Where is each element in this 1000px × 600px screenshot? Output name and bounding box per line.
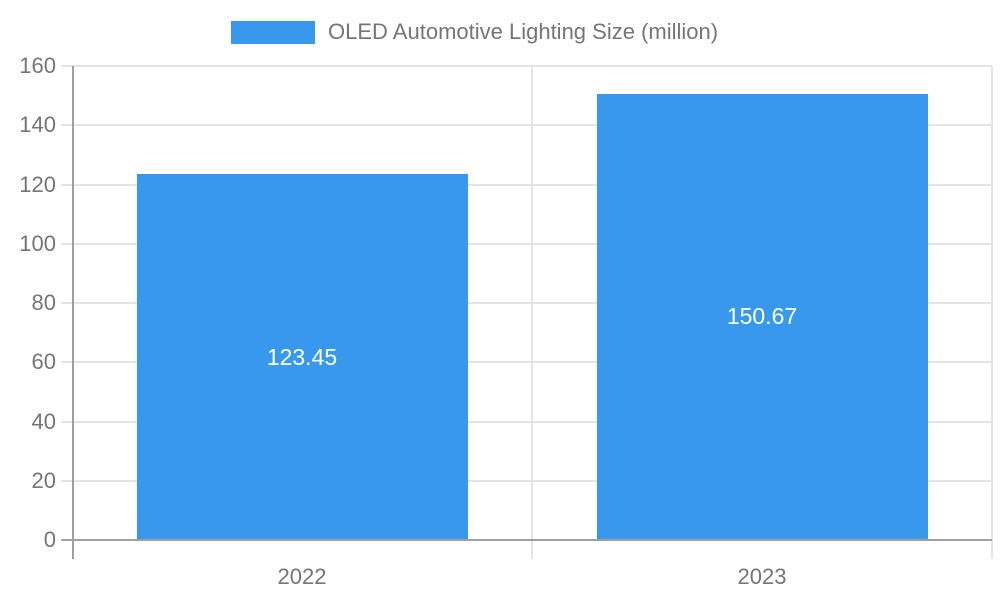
y-tick: [61, 183, 72, 186]
y-axis-label: 120: [19, 171, 56, 197]
y-tick: [61, 361, 72, 364]
x-axis-label: 2022: [277, 564, 327, 589]
y-axis-label: 80: [31, 290, 56, 315]
bar-2022[interactable]: 123.45: [136, 174, 468, 540]
bar-2023[interactable]: 150.67: [596, 93, 928, 540]
x-axis-line: [61, 539, 992, 541]
y-axis-label: 40: [31, 408, 56, 434]
y-tick: [61, 242, 72, 245]
legend-label: OLED Automotive Lighting Size (million): [328, 19, 719, 44]
legend[interactable]: OLED Automotive Lighting Size (million): [231, 18, 718, 46]
y-axis-label: 140: [19, 112, 56, 138]
y-axis-line: [72, 66, 74, 559]
x-axis-label: 2023: [737, 564, 787, 589]
bar-value-label: 150.67: [726, 303, 798, 330]
gridline-v: [531, 66, 533, 559]
gridline-v: [991, 66, 993, 559]
legend-swatch: [231, 20, 315, 44]
y-axis-label: 160: [19, 53, 56, 78]
y-axis-label: 0: [43, 527, 56, 552]
y-axis-label: 20: [31, 467, 56, 493]
y-tick: [61, 302, 72, 304]
y-axis-label: 60: [31, 349, 56, 375]
y-tick: [61, 65, 72, 67]
y-tick: [61, 124, 72, 127]
y-tick: [61, 479, 72, 482]
y-axis-label: 100: [19, 230, 56, 256]
y-tick: [61, 420, 72, 423]
bar-value-label: 123.45: [266, 343, 338, 370]
